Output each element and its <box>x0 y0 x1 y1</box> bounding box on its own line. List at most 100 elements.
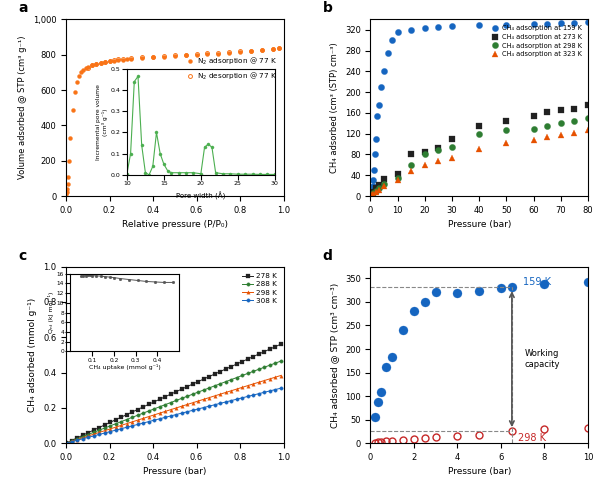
308 K <box>260 390 268 395</box>
Line: N$_2$ adsorption @ 77 K: N$_2$ adsorption @ 77 K <box>64 46 281 196</box>
278 K <box>118 414 125 420</box>
278 K <box>255 351 262 357</box>
298 K <box>156 410 163 416</box>
288 K <box>277 358 284 364</box>
288 K <box>233 375 240 380</box>
308 K <box>211 402 218 408</box>
Legend: CH₄ adsorption at 159 K, CH₄ adsorption at 273 K, CH₄ adsorption at 298 K, CH₄ a: CH₄ adsorption at 159 K, CH₄ adsorption … <box>488 23 584 60</box>
N$_2$ adsorption @ 77 K <box>77 70 85 75</box>
288 K <box>222 379 229 385</box>
CH₄ adsorption at 273 K <box>373 186 380 191</box>
278 K <box>266 346 274 352</box>
N$_2$ adsorption @ 77 K <box>139 55 146 61</box>
278 K <box>272 344 279 350</box>
288 K <box>167 400 174 406</box>
278 K <box>151 399 158 405</box>
N$_2$ desorption @ 77 K <box>115 56 122 62</box>
308 K <box>128 423 136 429</box>
CH₄ adsorption at 159 K <box>380 69 388 75</box>
CH₄ adsorption at 159 K <box>584 19 592 25</box>
N$_2$ adsorption @ 77 K <box>97 60 104 66</box>
298 K <box>239 384 246 390</box>
288 K <box>90 430 97 435</box>
CH₄ adsorption at 323 K <box>368 192 376 198</box>
CH₄ adsorption at 273 K <box>584 102 592 108</box>
278 K <box>250 354 257 359</box>
N$_2$ desorption @ 77 K <box>182 52 189 58</box>
CH₄ adsorption at 159 K <box>389 37 396 43</box>
308 K <box>118 426 125 431</box>
CH₄ adsorption at 159 K <box>421 25 428 31</box>
288 K <box>255 366 262 372</box>
CH₄ adsorption at 273 K <box>557 108 565 113</box>
308 K <box>90 433 97 439</box>
N$_2$ adsorption @ 77 K <box>226 50 233 56</box>
N$_2$ adsorption @ 77 K <box>193 52 200 58</box>
Line: N$_2$ desorption @ 77 K: N$_2$ desorption @ 77 K <box>86 46 281 70</box>
288 K <box>62 440 70 446</box>
CH₄ adsorption at 159 K <box>544 21 551 27</box>
CH₄ adsorption at 298 K <box>368 191 376 197</box>
278 K <box>244 356 251 362</box>
288 K <box>156 404 163 410</box>
278 K <box>90 427 97 433</box>
N$_2$ desorption @ 77 K <box>89 62 96 68</box>
CH₄ adsorption at 298 K <box>394 175 401 181</box>
CH₄ adsorption at 159 K <box>385 50 392 56</box>
CH₄ adsorption at 323 K <box>407 168 415 174</box>
N$_2$ adsorption @ 77 K <box>182 53 189 58</box>
N$_2$ desorption @ 77 K <box>171 53 178 58</box>
308 K <box>106 429 113 434</box>
CH₄ adsorption at 159 K <box>476 22 483 28</box>
298 K <box>139 415 146 421</box>
278 K <box>239 358 246 364</box>
Legend: N$_2$ adsorption @ 77 K, N$_2$ desorption @ 77 K: N$_2$ adsorption @ 77 K, N$_2$ desorptio… <box>182 53 280 85</box>
N$_2$ adsorption @ 77 K <box>110 58 118 64</box>
298 K <box>62 440 70 446</box>
Y-axis label: CH₄ adsorbed @ STP (cm³ cm⁻³): CH₄ adsorbed @ STP (cm³ cm⁻³) <box>331 282 340 428</box>
CH₄ adsorption at 273 K <box>530 112 537 118</box>
CH₄ adsorption at 159 K <box>369 183 376 188</box>
N$_2$ adsorption @ 77 K <box>76 73 83 79</box>
CH₄ adsorption at 159 K <box>368 188 376 194</box>
Legend: 278 K, 288 K, 298 K, 308 K: 278 K, 288 K, 298 K, 308 K <box>239 270 280 307</box>
298 K <box>277 373 284 378</box>
298 K <box>112 424 119 430</box>
298 K <box>250 381 257 387</box>
308 K <box>227 398 235 404</box>
308 K <box>222 399 229 405</box>
CH₄ adsorption at 323 K <box>584 127 592 133</box>
N$_2$ adsorption @ 77 K <box>89 62 96 68</box>
278 K <box>222 366 229 372</box>
CH₄ adsorption at 159 K <box>371 151 379 157</box>
278 K <box>200 376 207 382</box>
CH₄ adsorption at 159 K <box>378 84 385 90</box>
CH₄ adsorption at 298 K <box>503 127 510 133</box>
288 K <box>178 395 185 401</box>
N$_2$ desorption @ 77 K <box>269 46 276 52</box>
308 K <box>178 410 185 416</box>
CH₄ adsorption at 323 K <box>373 189 380 195</box>
CH₄ adsorption at 159 K <box>370 167 377 173</box>
N$_2$ adsorption @ 77 K <box>73 79 80 85</box>
298 K <box>151 412 158 418</box>
CH₄ adsorption at 323 K <box>421 162 428 168</box>
298 K <box>260 377 268 383</box>
CH₄ adsorption at 273 K <box>370 189 377 195</box>
CH₄ adsorption at 273 K <box>375 182 382 187</box>
278 K <box>134 407 141 412</box>
298 K <box>189 400 196 406</box>
308 K <box>217 400 224 406</box>
CH₄ adsorption at 273 K <box>380 176 388 182</box>
288 K <box>266 362 274 368</box>
288 K <box>250 369 257 375</box>
278 K <box>167 391 174 397</box>
N$_2$ desorption @ 77 K <box>258 47 265 53</box>
308 K <box>101 430 108 436</box>
308 K <box>73 437 80 443</box>
308 K <box>95 431 103 437</box>
308 K <box>156 416 163 422</box>
CH₄ adsorption at 273 K <box>368 192 375 198</box>
Y-axis label: CH₄ adsorbed (cm³ (STP) cm⁻³): CH₄ adsorbed (cm³ (STP) cm⁻³) <box>331 42 340 173</box>
298 K <box>79 435 86 441</box>
